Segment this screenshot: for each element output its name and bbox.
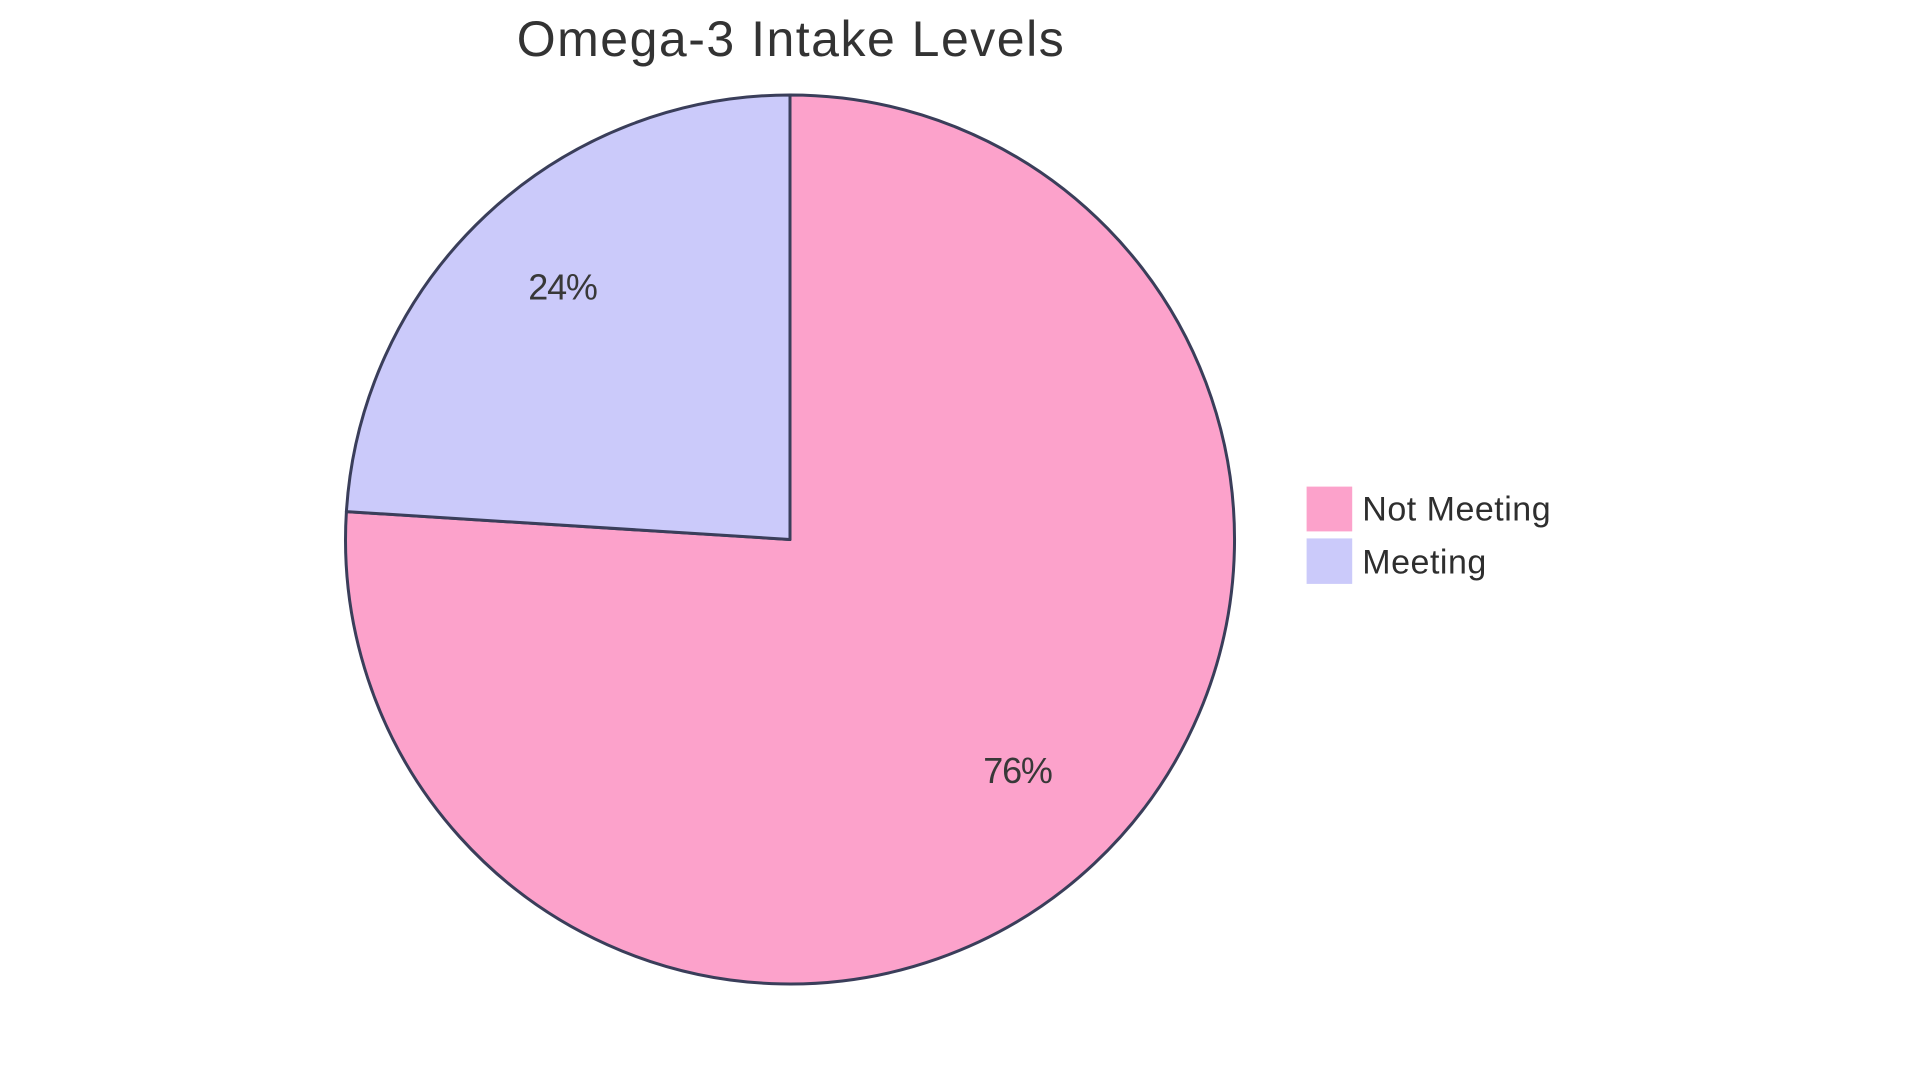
svg-text:24%: 24% <box>528 267 597 308</box>
svg-text:76%: 76% <box>983 750 1052 791</box>
svg-text:Not Meeting: Not Meeting <box>1362 491 1551 529</box>
svg-text:Omega-3 Intake Levels: Omega-3 Intake Levels <box>517 11 1065 67</box>
svg-text:Meeting: Meeting <box>1362 544 1486 582</box>
